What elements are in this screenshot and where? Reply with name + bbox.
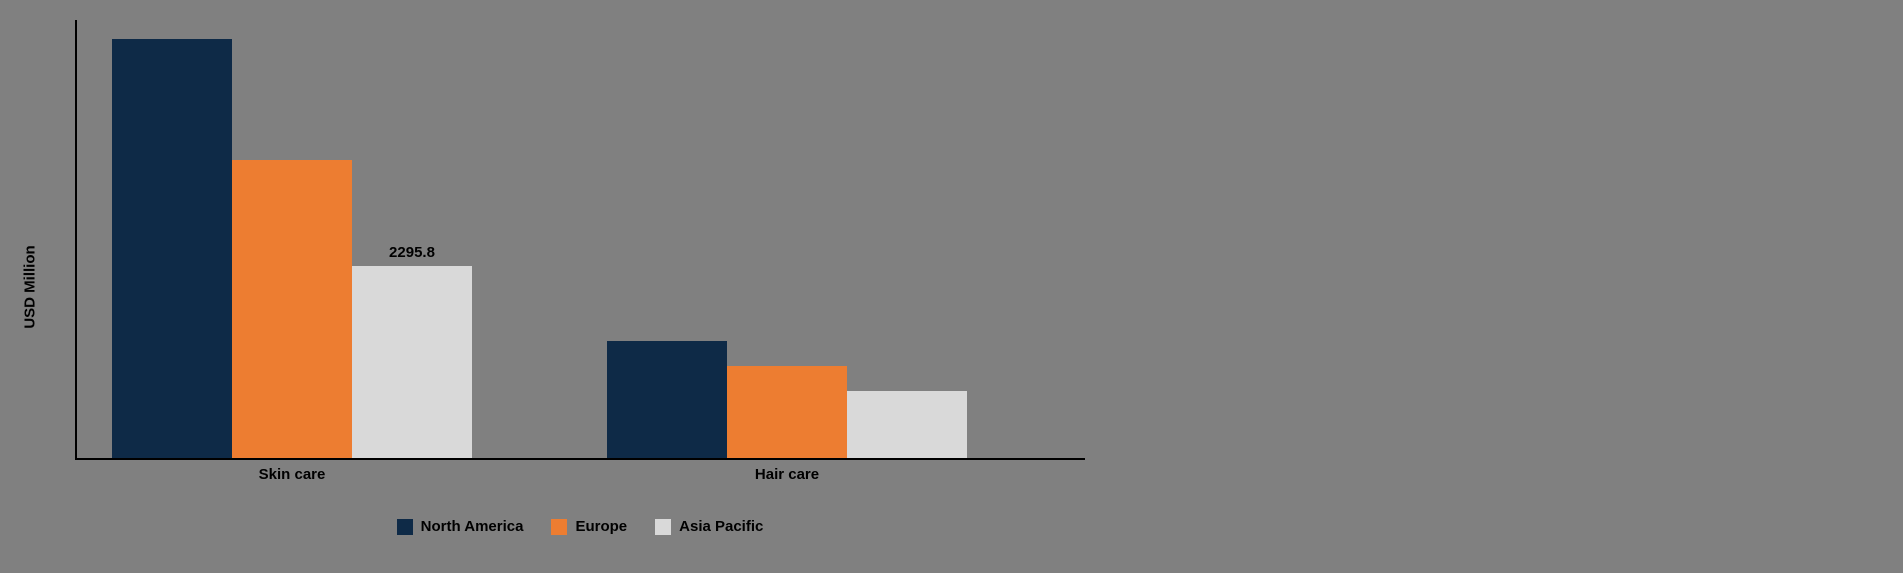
- legend-item: Asia Pacific: [655, 518, 763, 535]
- legend-item: Europe: [551, 518, 627, 535]
- bar-asia-pacific: [847, 391, 967, 458]
- legend: North America Europe Asia Pacific: [75, 518, 1085, 535]
- bar-europe: [727, 366, 847, 458]
- legend-item: North America: [397, 518, 524, 535]
- bar-asia-pacific: 2295.8: [352, 266, 472, 458]
- legend-label: Asia Pacific: [679, 518, 763, 535]
- legend-swatch: [397, 519, 413, 535]
- category-group: 2295.8Skin care: [112, 39, 472, 458]
- bar-value-label: 2295.8: [389, 244, 435, 261]
- market-chart: USD Million 2295.8Skin careHair care Nor…: [0, 0, 1903, 573]
- bar-europe: [232, 160, 352, 458]
- y-axis-label: USD Million: [22, 245, 39, 328]
- category-label: Hair care: [755, 466, 819, 483]
- bar-north-america: [112, 39, 232, 458]
- legend-label: Europe: [575, 518, 627, 535]
- legend-label: North America: [421, 518, 524, 535]
- legend-swatch: [551, 519, 567, 535]
- legend-swatch: [655, 519, 671, 535]
- bar-north-america: [607, 341, 727, 458]
- plot-area: 2295.8Skin care Hair care: [75, 20, 1085, 460]
- category-group: Hair care: [607, 341, 967, 458]
- category-label: Skin care: [259, 466, 326, 483]
